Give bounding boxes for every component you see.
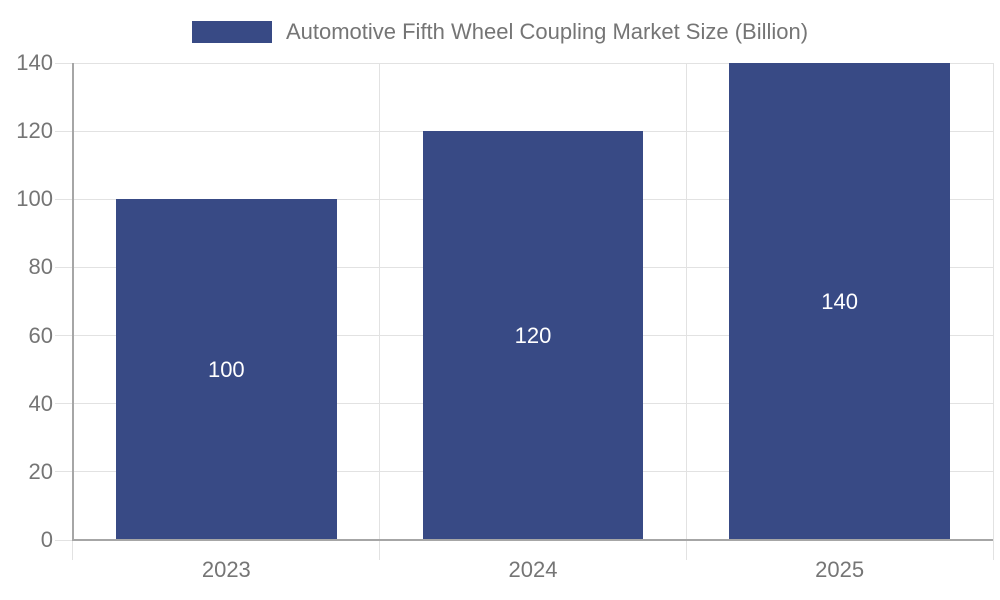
x-tick-label: 2025 bbox=[815, 557, 865, 582]
y-tick-label: 40 bbox=[28, 390, 53, 416]
y-tick-label: 140 bbox=[16, 50, 53, 75]
category-separator bbox=[379, 63, 381, 560]
y-tick-label: 0 bbox=[40, 527, 53, 552]
x-tick-label: 2024 bbox=[508, 557, 558, 582]
y-tick bbox=[55, 471, 73, 473]
y-tick bbox=[55, 539, 73, 541]
bar-value-label: 100 bbox=[207, 356, 245, 382]
category-separator bbox=[685, 63, 687, 560]
legend[interactable]: Automotive Fifth Wheel Coupling Market S… bbox=[0, 19, 1000, 45]
y-tick bbox=[55, 198, 73, 200]
category-separator bbox=[992, 63, 994, 560]
x-axis-line bbox=[72, 539, 993, 541]
y-tick-label: 20 bbox=[28, 458, 53, 484]
legend-label: Automotive Fifth Wheel Coupling Market S… bbox=[285, 19, 809, 44]
bar-2024[interactable] bbox=[422, 131, 644, 540]
y-tick-label: 80 bbox=[28, 254, 53, 280]
y-tick-label: 100 bbox=[16, 186, 53, 212]
y-axis-line bbox=[72, 63, 74, 540]
y-tick bbox=[55, 130, 73, 132]
y-tick-label: 60 bbox=[28, 322, 53, 348]
bar-2025[interactable] bbox=[729, 63, 951, 540]
y-tick bbox=[55, 335, 73, 337]
y-tick bbox=[55, 62, 73, 64]
y-tick-label: 120 bbox=[16, 118, 53, 144]
y-tick bbox=[55, 403, 73, 405]
y-gridline bbox=[73, 62, 993, 64]
y-axis-tick-below bbox=[72, 540, 73, 560]
bar-2023[interactable] bbox=[115, 199, 337, 540]
legend-swatch[interactable] bbox=[191, 21, 272, 43]
y-tick bbox=[55, 266, 73, 268]
x-tick-label: 2023 bbox=[201, 557, 251, 582]
bar-value-label: 120 bbox=[514, 322, 552, 348]
bar-value-label: 140 bbox=[821, 288, 859, 314]
